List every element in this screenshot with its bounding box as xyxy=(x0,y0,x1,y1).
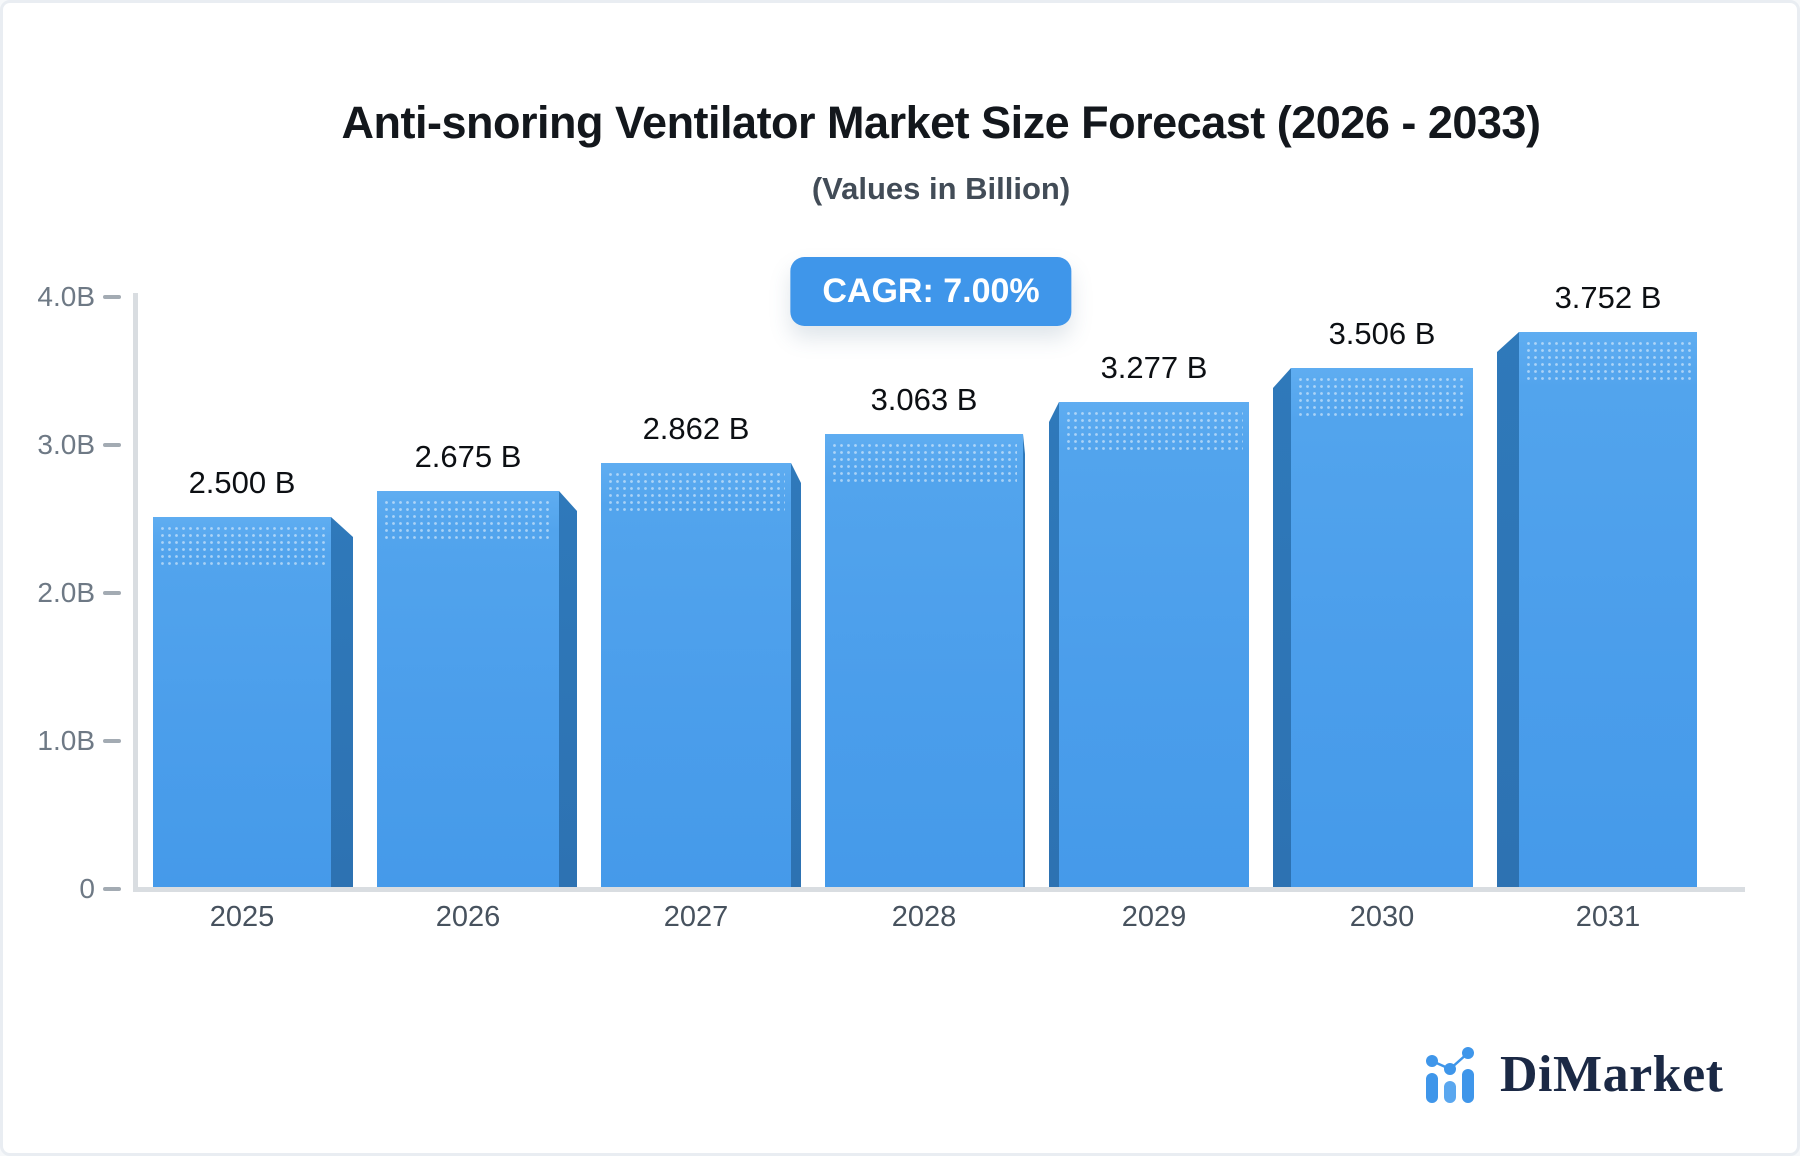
bar-side-face xyxy=(559,491,577,887)
y-tick-mark xyxy=(103,887,121,891)
bar-front-face xyxy=(1059,402,1249,887)
bar-side-face xyxy=(1497,332,1519,887)
x-tick-label: 2028 xyxy=(891,901,957,933)
plot-area: 4.0B 3.0B 2.0B 1.0B 0 2.500 B 2.675 B 2.862 B 3… xyxy=(3,3,1797,1153)
x-tick-label: 2031 xyxy=(1575,901,1641,933)
x-tick-label: 2025 xyxy=(209,901,275,933)
y-tick-mark xyxy=(103,443,121,447)
bar-value-label: 2.675 B xyxy=(414,439,522,474)
logo-text: DiMarket xyxy=(1500,1045,1724,1103)
x-tick-label: 2030 xyxy=(1349,901,1415,933)
dimarket-logo: DiMarket xyxy=(1420,1041,1723,1107)
y-tick-label: 1.0B xyxy=(37,725,95,756)
bar-value-label: 2.862 B xyxy=(642,411,750,446)
y-axis-line xyxy=(133,293,138,892)
bar-value-label: 3.752 B xyxy=(1554,280,1662,315)
bar-front-face xyxy=(825,434,1023,887)
bar-front-face xyxy=(1519,332,1697,887)
bar-2031: 3.752 B xyxy=(1497,280,1697,887)
bar-front-face xyxy=(601,463,791,887)
bar-2027: 2.862 B xyxy=(601,411,801,887)
bar-2025: 2.500 B xyxy=(153,465,353,887)
bar-value-label: 3.277 B xyxy=(1100,350,1208,385)
x-tick-label: 2026 xyxy=(435,901,501,933)
bar-front-face xyxy=(1291,368,1473,887)
cagr-badge: CAGR: 7.00% xyxy=(790,257,1072,326)
mini-bar-chart-icon xyxy=(1426,1047,1474,1103)
chart-subtitle: (Values in Billion) xyxy=(811,171,1071,206)
bar-2026: 2.675 B xyxy=(377,439,577,887)
y-tick-mark xyxy=(103,739,121,743)
bar-value-label: 3.506 B xyxy=(1328,316,1436,351)
bar-value-label: 3.063 B xyxy=(870,382,978,417)
x-tick-label: 2027 xyxy=(663,901,729,933)
chart-title: Anti-snoring Ventilator Market Size Fore… xyxy=(341,97,1541,148)
y-tick-label: 0 xyxy=(79,873,95,904)
bar-side-face xyxy=(331,517,353,887)
bar-2030: 3.506 B xyxy=(1273,316,1473,887)
bar-value-label: 2.500 B xyxy=(188,465,296,500)
bar-side-face xyxy=(1023,434,1025,887)
x-axis-line xyxy=(133,887,1745,892)
bar-side-face xyxy=(791,463,801,887)
y-tick-label: 3.0B xyxy=(37,429,95,460)
bar-front-face xyxy=(377,491,559,887)
y-tick-label: 4.0B xyxy=(37,281,95,312)
y-tick-label: 2.0B xyxy=(37,577,95,608)
x-tick-label: 2029 xyxy=(1121,901,1187,933)
bar-front-face xyxy=(153,517,331,887)
bar-side-face xyxy=(1273,368,1291,887)
bar-side-face xyxy=(1049,402,1059,887)
y-tick-mark xyxy=(103,591,121,595)
bar-2029: 3.277 B xyxy=(1049,350,1249,887)
y-tick-mark xyxy=(103,295,121,299)
bar-2028: 3.063 B xyxy=(825,382,1025,887)
